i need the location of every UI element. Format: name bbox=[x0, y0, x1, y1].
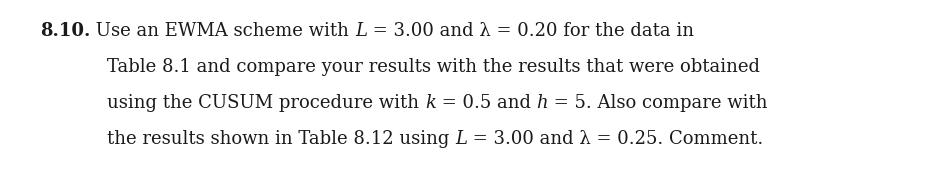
Text: = 5. Also compare with: = 5. Also compare with bbox=[548, 94, 767, 112]
Text: using the CUSUM procedure with: using the CUSUM procedure with bbox=[107, 94, 425, 112]
Text: 8.10.: 8.10. bbox=[40, 22, 91, 40]
Text: = 0.5 and: = 0.5 and bbox=[435, 94, 536, 112]
Text: L: L bbox=[355, 22, 367, 40]
Text: Use an EWMA scheme with: Use an EWMA scheme with bbox=[91, 22, 355, 40]
Text: h: h bbox=[536, 94, 548, 112]
Text: = 3.00 and λ = 0.25. Comment.: = 3.00 and λ = 0.25. Comment. bbox=[467, 130, 763, 148]
Text: k: k bbox=[425, 94, 435, 112]
Text: L: L bbox=[455, 130, 467, 148]
Text: Table 8.1 and compare your results with the results that were obtained: Table 8.1 and compare your results with … bbox=[107, 58, 760, 76]
Text: = 3.00 and λ = 0.20 for the data in: = 3.00 and λ = 0.20 for the data in bbox=[367, 22, 694, 40]
Text: the results shown in Table 8.12 using: the results shown in Table 8.12 using bbox=[107, 130, 455, 148]
